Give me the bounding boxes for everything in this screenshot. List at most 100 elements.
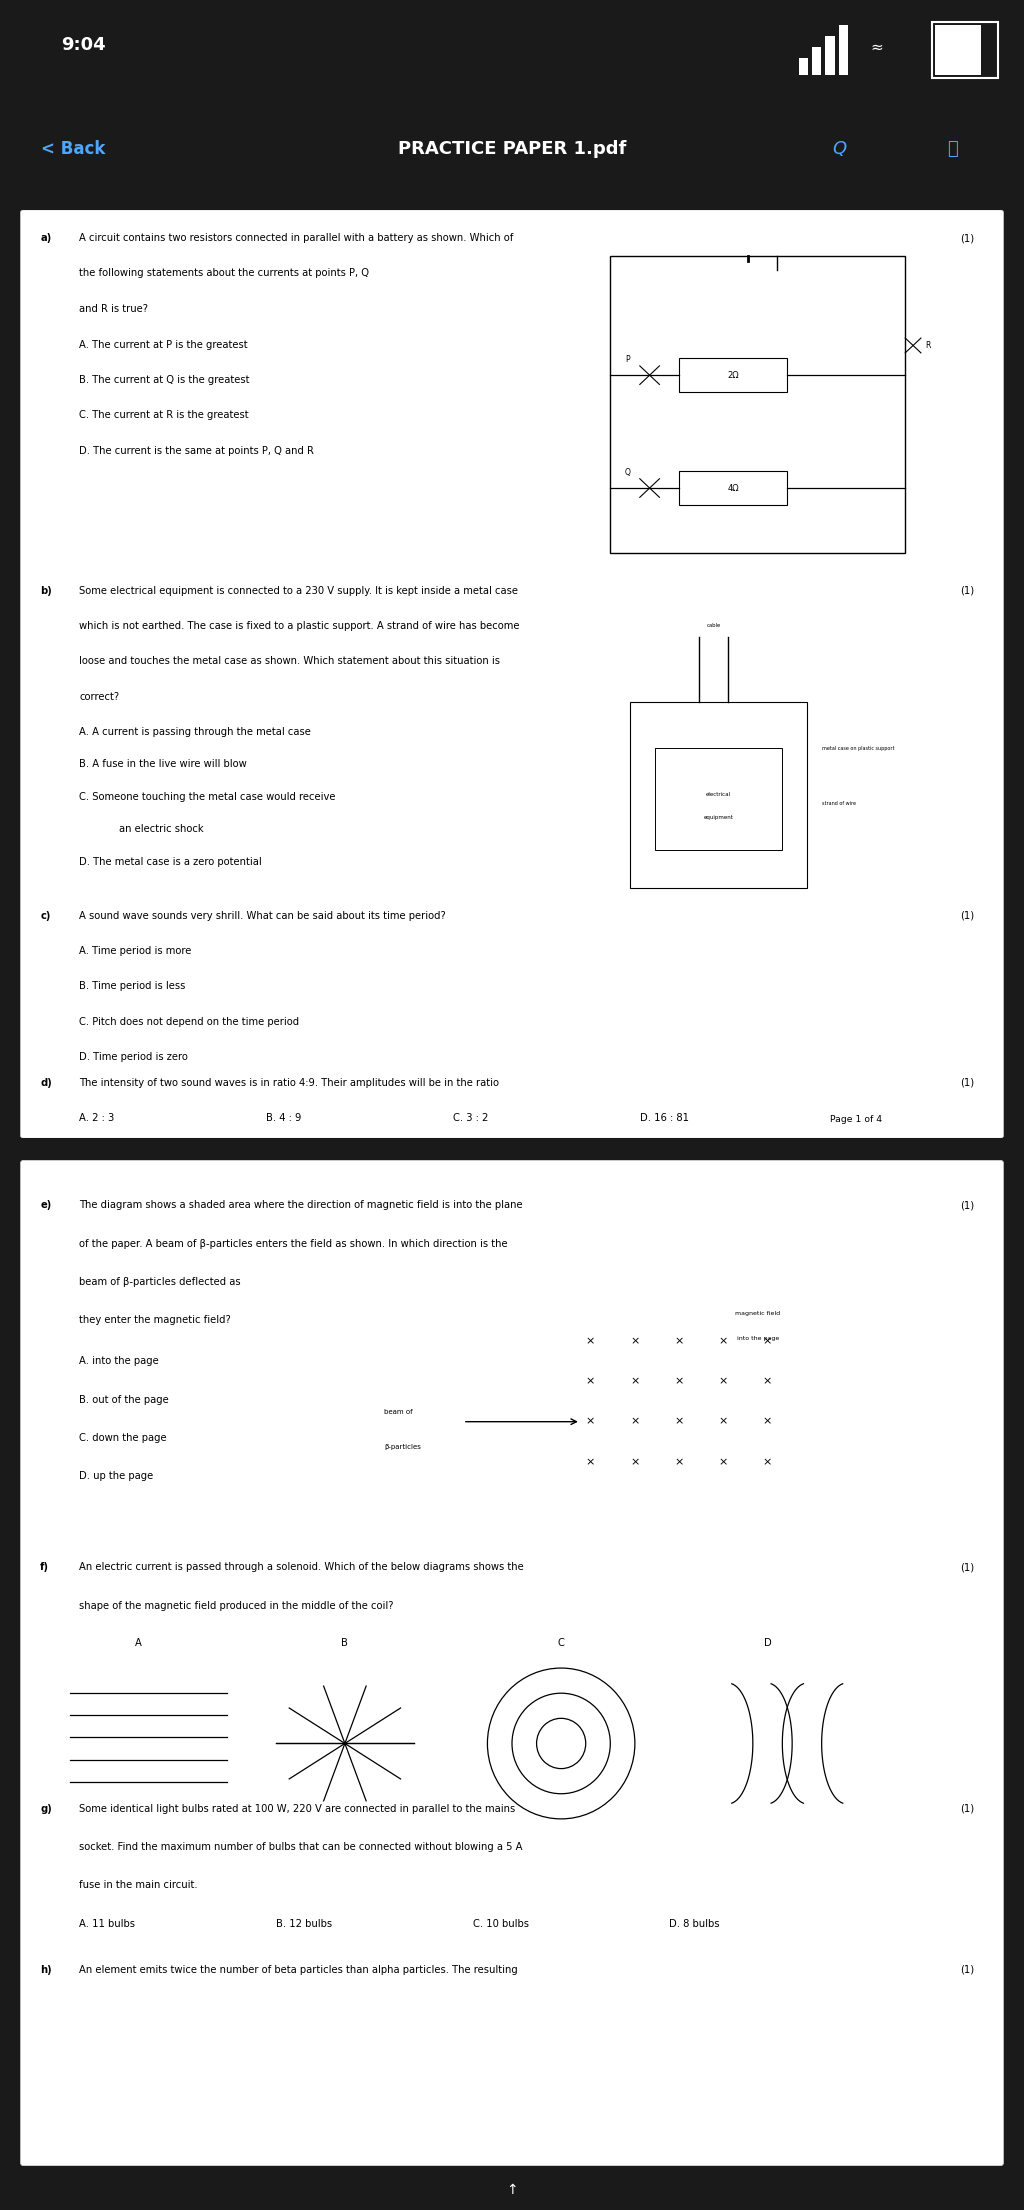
Text: Ⓐ: Ⓐ <box>947 139 957 159</box>
Text: (1): (1) <box>959 911 974 922</box>
Text: A. into the page: A. into the page <box>80 1357 159 1366</box>
Text: ×: × <box>763 1456 772 1467</box>
Text: B. A fuse in the live wire will blow: B. A fuse in the live wire will blow <box>80 760 247 769</box>
Text: ×: × <box>586 1337 595 1346</box>
Text: R: R <box>925 340 930 349</box>
Text: cable: cable <box>707 623 721 628</box>
Text: B. 12 bulbs: B. 12 bulbs <box>276 1920 332 1929</box>
Text: < Back: < Back <box>41 139 105 159</box>
Text: which is not earthed. The case is fixed to a plastic support. A strand of wire h: which is not earthed. The case is fixed … <box>80 621 520 632</box>
Text: ×: × <box>719 1456 728 1467</box>
Text: ×: × <box>719 1417 728 1428</box>
Text: A. 2 : 3: A. 2 : 3 <box>80 1114 115 1123</box>
Text: 2Ω: 2Ω <box>727 371 739 380</box>
FancyBboxPatch shape <box>20 1160 1004 2166</box>
Text: ×: × <box>675 1337 684 1346</box>
Text: Q: Q <box>625 469 631 477</box>
Text: Some electrical equipment is connected to a 230 V supply. It is kept inside a me: Some electrical equipment is connected t… <box>80 586 518 597</box>
Text: PRACTICE PAPER 1.pdf: PRACTICE PAPER 1.pdf <box>397 139 627 159</box>
Text: electrical: electrical <box>706 791 731 798</box>
Text: 4Ω: 4Ω <box>727 484 739 493</box>
Text: The intensity of two sound waves is in ratio 4:9. Their amplitudes will be in th: The intensity of two sound waves is in r… <box>80 1078 500 1087</box>
Text: ×: × <box>719 1377 728 1386</box>
Text: D. 16 : 81: D. 16 : 81 <box>640 1114 689 1123</box>
Bar <box>812 46 821 75</box>
Text: A circuit contains two resistors connected in parallel with a battery as shown. : A circuit contains two resistors connect… <box>80 234 514 243</box>
Bar <box>679 471 787 504</box>
Text: ×: × <box>763 1417 772 1428</box>
Text: D. The current is the same at points P, Q and R: D. The current is the same at points P, … <box>80 446 314 455</box>
Text: B. 4 : 9: B. 4 : 9 <box>266 1114 302 1123</box>
Text: A. Time period is more: A. Time period is more <box>80 946 191 957</box>
Text: B. out of the page: B. out of the page <box>80 1395 169 1406</box>
Text: ≈: ≈ <box>870 40 883 55</box>
Text: and R is true?: and R is true? <box>80 303 148 314</box>
Text: metal case on plastic support: metal case on plastic support <box>821 745 894 751</box>
Text: correct?: correct? <box>80 692 120 703</box>
Text: ×: × <box>719 1337 728 1346</box>
Text: ×: × <box>763 1337 772 1346</box>
Text: d): d) <box>40 1078 52 1087</box>
Text: ↑: ↑ <box>506 2183 518 2197</box>
Text: equipment: equipment <box>703 815 733 820</box>
Text: beam of: beam of <box>384 1408 413 1414</box>
Text: h): h) <box>40 1965 52 1976</box>
Text: A: A <box>135 1638 142 1649</box>
Text: magnetic field: magnetic field <box>735 1311 780 1317</box>
Text: Page 1 of 4: Page 1 of 4 <box>830 1116 882 1125</box>
Bar <box>654 749 782 851</box>
Text: (1): (1) <box>959 1562 974 1574</box>
Bar <box>935 24 981 75</box>
Text: D. Time period is zero: D. Time period is zero <box>80 1052 188 1061</box>
Text: ×: × <box>675 1456 684 1467</box>
Text: ×: × <box>630 1417 640 1428</box>
Text: C. 10 bulbs: C. 10 bulbs <box>473 1920 528 1929</box>
Bar <box>799 57 808 75</box>
Text: D. up the page: D. up the page <box>80 1472 154 1481</box>
Text: ×: × <box>586 1456 595 1467</box>
Bar <box>825 35 835 75</box>
Bar <box>932 22 998 77</box>
Text: A. 11 bulbs: A. 11 bulbs <box>80 1920 135 1929</box>
Text: b): b) <box>40 586 52 597</box>
Text: socket. Find the maximum number of bulbs that can be connected without blowing a: socket. Find the maximum number of bulbs… <box>80 1841 523 1852</box>
Text: C. The current at R is the greatest: C. The current at R is the greatest <box>80 411 249 420</box>
FancyBboxPatch shape <box>20 210 1004 1138</box>
Text: A. The current at P is the greatest: A. The current at P is the greatest <box>80 340 248 349</box>
Text: c): c) <box>40 911 50 922</box>
Text: C: C <box>558 1638 564 1649</box>
Text: an electric shock: an electric shock <box>119 824 204 835</box>
Text: 9:04: 9:04 <box>61 35 106 53</box>
Text: the following statements about the currents at points P, Q: the following statements about the curre… <box>80 267 370 278</box>
Bar <box>839 24 848 75</box>
Text: D. 8 bulbs: D. 8 bulbs <box>670 1920 720 1929</box>
Text: loose and touches the metal case as shown. Which statement about this situation : loose and touches the metal case as show… <box>80 656 501 667</box>
Text: ×: × <box>630 1456 640 1467</box>
Text: (1): (1) <box>959 1200 974 1211</box>
Text: ×: × <box>763 1377 772 1386</box>
Text: β-particles: β-particles <box>384 1443 421 1450</box>
Text: Q: Q <box>833 139 847 159</box>
Text: g): g) <box>40 1803 52 1814</box>
Text: ×: × <box>675 1417 684 1428</box>
Bar <box>610 256 905 552</box>
Text: The diagram shows a shaded area where the direction of magnetic field is into th: The diagram shows a shaded area where th… <box>80 1200 523 1211</box>
Text: ×: × <box>586 1377 595 1386</box>
Text: (1): (1) <box>959 1803 974 1814</box>
Text: C. Pitch does not depend on the time period: C. Pitch does not depend on the time per… <box>80 1017 300 1028</box>
Text: into the page: into the page <box>736 1337 779 1341</box>
Text: D. The metal case is a zero potential: D. The metal case is a zero potential <box>80 857 262 866</box>
Text: they enter the magnetic field?: they enter the magnetic field? <box>80 1315 231 1326</box>
Text: ×: × <box>630 1377 640 1386</box>
Text: B. Time period is less: B. Time period is less <box>80 981 185 992</box>
Text: fuse in the main circuit.: fuse in the main circuit. <box>80 1881 198 1890</box>
Text: of the paper. A beam of β-particles enters the field as shown. In which directio: of the paper. A beam of β-particles ente… <box>80 1238 508 1249</box>
Text: a): a) <box>40 234 51 243</box>
Text: P: P <box>625 356 630 365</box>
Text: An element emits twice the number of beta particles than alpha particles. The re: An element emits twice the number of bet… <box>80 1965 518 1976</box>
Text: (1): (1) <box>959 1965 974 1976</box>
Text: (1): (1) <box>959 586 974 597</box>
Text: D: D <box>764 1638 771 1649</box>
Text: Some identical light bulbs rated at 100 W, 220 V are connected in parallel to th: Some identical light bulbs rated at 100 … <box>80 1803 516 1814</box>
Text: B: B <box>341 1638 348 1649</box>
